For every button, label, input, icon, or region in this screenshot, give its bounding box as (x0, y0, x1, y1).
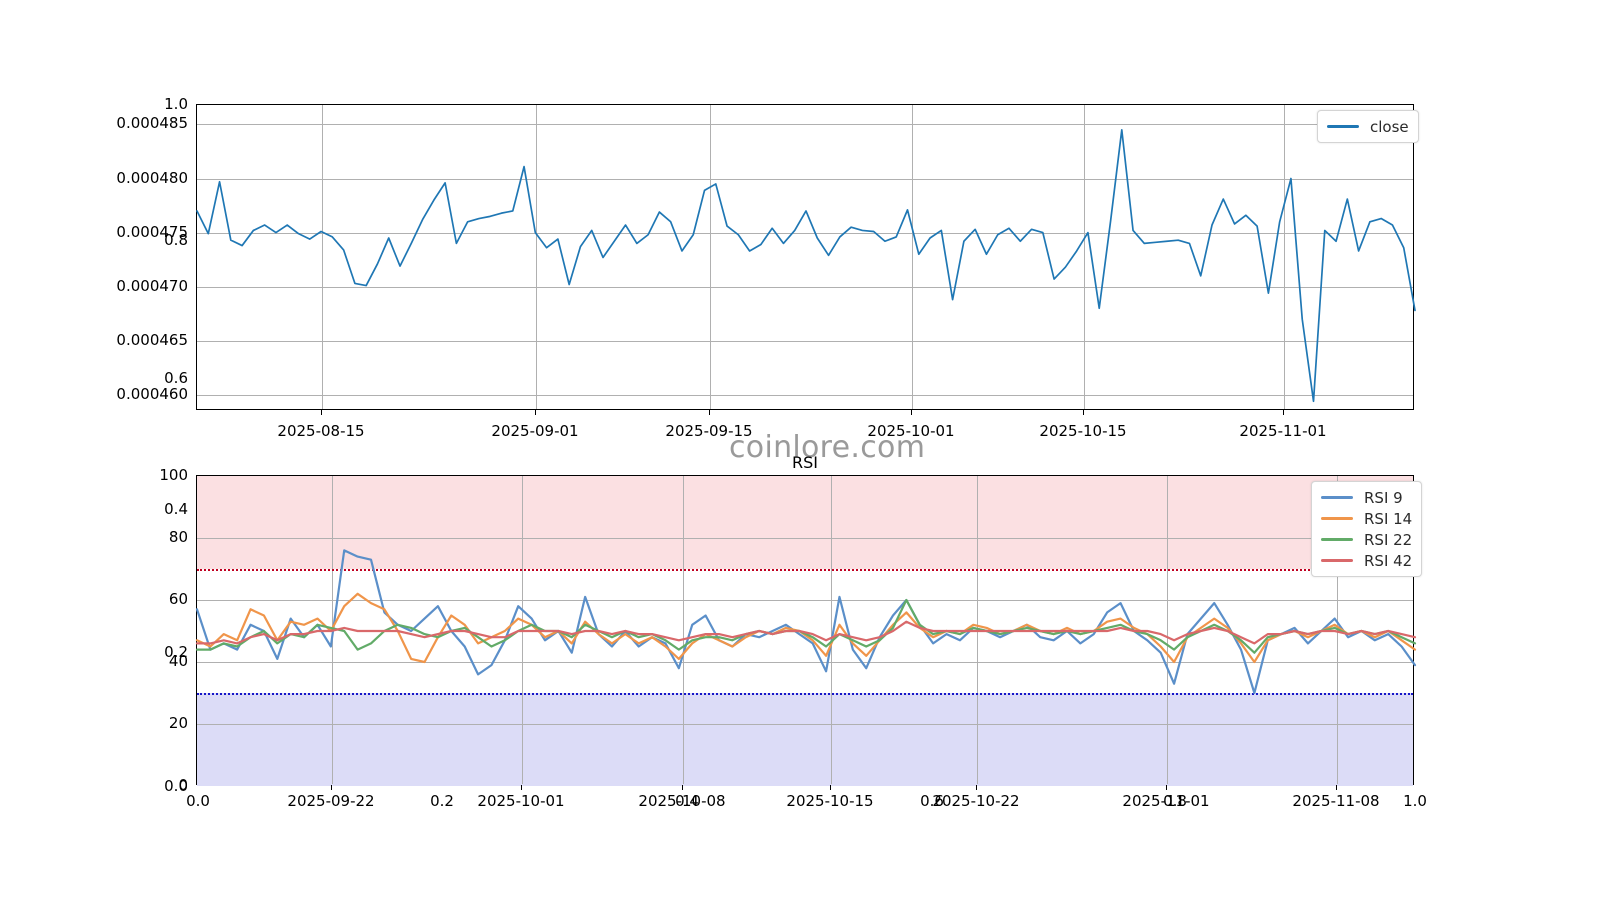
rsi-x-norm-tick-5: 1.0 (1403, 792, 1427, 810)
legend-item[interactable]: RSI 22 (1321, 529, 1412, 550)
price-x-tickmark-2 (709, 410, 710, 415)
price-y-tick-5: 0.000460 (116, 384, 188, 403)
price-x-tickmark-4 (1083, 410, 1084, 415)
legend-item[interactable]: RSI 42 (1321, 550, 1412, 571)
price-y-tick-2: 0.000475 (116, 222, 188, 241)
rsi-x-date-tick-6: 2025-11-08 (1292, 792, 1380, 810)
rsi-y-tick-1: 80 (168, 528, 188, 546)
rsi-panel-title: RSI (792, 453, 818, 472)
price-x-tickmark-0 (321, 410, 322, 415)
price-legend: close (1317, 110, 1419, 143)
rsi-chart-panel (195, 475, 1417, 786)
legend-swatch-rsi-9 (1321, 496, 1353, 499)
price-chart-panel (196, 104, 1416, 410)
gridline-v-1 (536, 105, 537, 409)
coinlore-watermark: coinlore.com (729, 430, 926, 465)
gridline-v-2 (710, 105, 711, 409)
rsi-x-date-tick-0: 2025-09-22 (287, 792, 375, 810)
legend-swatch-close (1327, 125, 1359, 128)
rsi-oversold-band (197, 693, 1413, 786)
price-y-tick-0: 0.000485 (116, 114, 188, 133)
rsi-x-date-tick-1: 2025-10-01 (477, 792, 565, 810)
gridline-h-3 (197, 662, 1413, 663)
price-y-norm-tick-2: 0.6 (164, 369, 188, 387)
price-y-tick-1: 0.000480 (116, 168, 188, 187)
legend-swatch-rsi-22 (1321, 538, 1353, 541)
rsi-x-date-tick-5: 2025-11-01 (1122, 792, 1210, 810)
rsi-x-norm-tick-1: 0.2 (430, 792, 454, 810)
price-x-tick-4: 2025-10-15 (1039, 422, 1127, 440)
price-x-tickmark-1 (535, 410, 536, 415)
rsi-x-tickmark-4 (976, 785, 977, 790)
gridline-v-4 (1084, 105, 1085, 409)
price-line-series (196, 129, 1416, 403)
legend-label-rsi-9: RSI 9 (1364, 488, 1403, 507)
legend-swatch-rsi-14 (1321, 517, 1353, 520)
legend-label-rsi-14: RSI 14 (1364, 509, 1413, 528)
price-x-tickmark-3 (911, 410, 912, 415)
legend-swatch-rsi-42 (1321, 559, 1353, 562)
rsi-x-date-tick-2: 2025-10-08 (638, 792, 726, 810)
rsi-x-tickmark-1 (521, 785, 522, 790)
rsi-x-norm-tick-2: 0.4 (675, 792, 699, 810)
rsi-oversold-line (197, 693, 1413, 695)
price-y-norm-tick-1: 0.8 (164, 231, 188, 249)
gridline-h-4 (197, 340, 1413, 342)
rsi-x-norm-tick-4: 0.8 (1163, 792, 1187, 810)
rsi-x-norm-tick-0: 0.0 (186, 792, 210, 810)
price-x-tick-2: 2025-09-15 (665, 422, 753, 440)
rsi-x-date-tick-4: 2025-10-22 (932, 792, 1020, 810)
rsi-x-date-tick-3: 2025-10-15 (786, 792, 874, 810)
rsi-line-series (195, 549, 1417, 695)
price-x-tick-1: 2025-09-01 (491, 422, 579, 440)
rsi-y-tick-3: 40 (168, 652, 188, 670)
rsi-x-tickmark-2 (682, 785, 683, 790)
legend-item[interactable]: RSI 14 (1321, 508, 1412, 529)
rsi-overbought-band (197, 476, 1413, 569)
rsi-y-norm-tick-0: 0.4 (164, 500, 188, 518)
rsi-y-tick-5: 0 (178, 776, 188, 794)
gridline-h-1 (197, 178, 1413, 180)
rsi-x-tickmark-5 (1166, 785, 1167, 790)
price-x-tick-0: 2025-08-15 (277, 422, 365, 440)
gridline-v-0 (322, 105, 323, 409)
gridline-h-4 (197, 724, 1413, 725)
legend-item[interactable]: RSI 9 (1321, 487, 1412, 508)
price-y-tick-3: 0.000470 (116, 276, 188, 295)
gridline-v-5 (1167, 476, 1168, 784)
price-x-tick-5: 2025-11-01 (1239, 422, 1327, 440)
price-y-tick-4: 0.000465 (116, 330, 188, 349)
gridline-h-2 (197, 600, 1413, 601)
legend-label-rsi-22: RSI 22 (1364, 530, 1413, 549)
gridline-v-3 (912, 105, 913, 409)
gridline-v-2 (683, 476, 684, 784)
gridline-v-3 (831, 476, 832, 784)
rsi-x-tickmark-6 (1336, 785, 1337, 790)
rsi-x-tickmark-3 (830, 785, 831, 790)
gridline-h-3 (197, 286, 1413, 288)
rsi-y-norm-tick-1: 0.2 (164, 643, 188, 661)
rsi-legend: RSI 9 RSI 14 RSI 22 RSI 42 (1311, 481, 1423, 577)
rsi-y-tick-0: 100 (159, 466, 188, 484)
rsi-overbought-line (197, 569, 1413, 571)
gridline-h-0 (197, 124, 1413, 126)
price-y-norm-tick-0: 1.0 (164, 95, 188, 113)
price-x-tickmark-5 (1283, 410, 1284, 415)
gridline-h-2 (197, 232, 1413, 234)
legend-label-rsi-42: RSI 42 (1364, 551, 1413, 570)
gridline-v-5 (1284, 105, 1285, 409)
rsi-x-norm-tick-3: 0.6 (920, 792, 944, 810)
gridline-h-1 (197, 538, 1413, 539)
rsi-x-tickmark-0 (331, 785, 332, 790)
rsi-y-tick-2: 60 (168, 590, 188, 608)
gridline-h-5 (197, 394, 1413, 396)
legend-label-close: close (1370, 117, 1409, 136)
price-x-tick-3: 2025-10-01 (867, 422, 955, 440)
legend-item[interactable]: close (1327, 116, 1409, 137)
rsi-y-norm-tick-2: 0.0 (164, 777, 188, 795)
rsi-y-tick-4: 20 (168, 714, 188, 732)
